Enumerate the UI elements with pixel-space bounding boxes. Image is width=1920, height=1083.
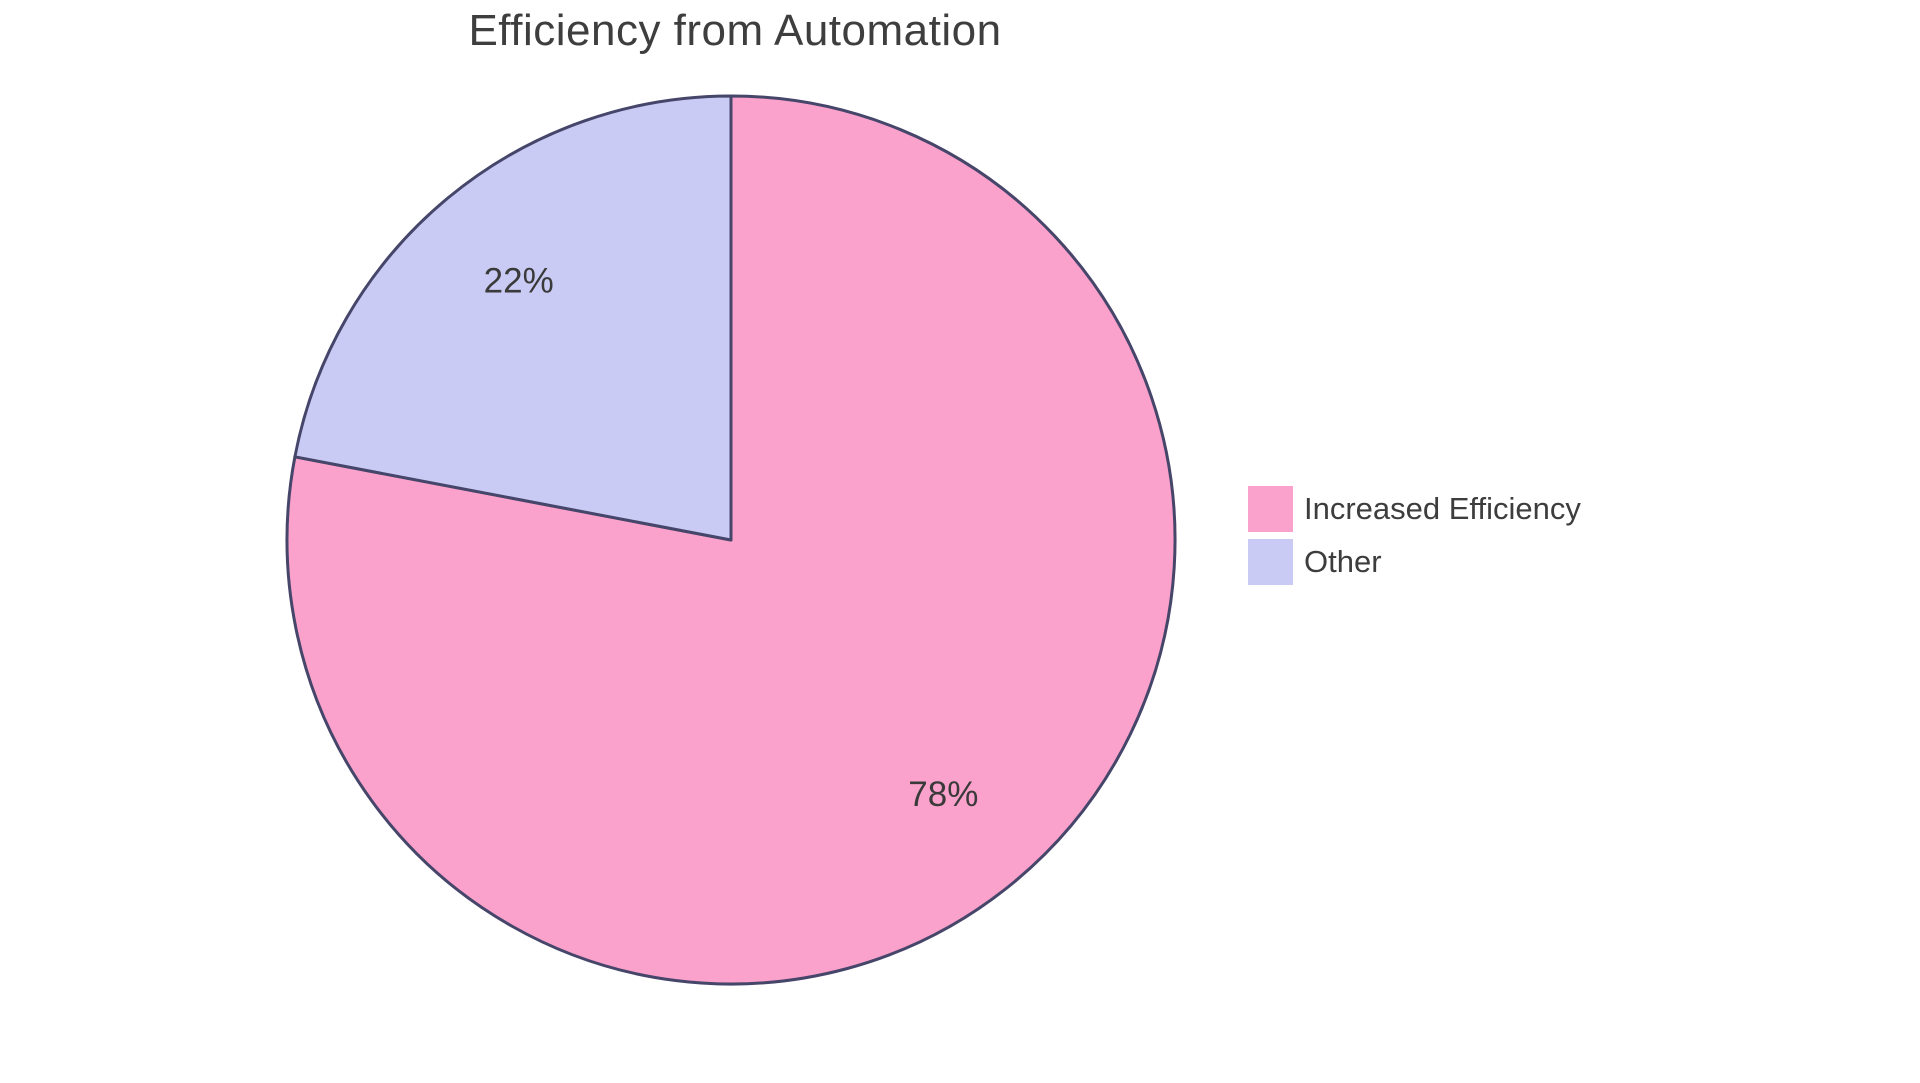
legend: Increased Efficiency Other [1248, 486, 1581, 585]
legend-label-other: Other [1304, 544, 1382, 579]
legend-swatch-increased-efficiency [1248, 486, 1293, 532]
legend-item: Other [1248, 539, 1581, 585]
chart-title: Efficiency from Automation [468, 6, 1002, 55]
legend-swatch-other [1248, 539, 1293, 585]
pie-value-label-other: 22% [484, 262, 554, 301]
legend-label-increased-efficiency: Increased Efficiency [1304, 491, 1581, 526]
pie-slice-other [293, 94, 733, 542]
pie-value-label-increased-efficiency: 78% [908, 775, 978, 814]
legend-item: Increased Efficiency [1248, 486, 1581, 532]
